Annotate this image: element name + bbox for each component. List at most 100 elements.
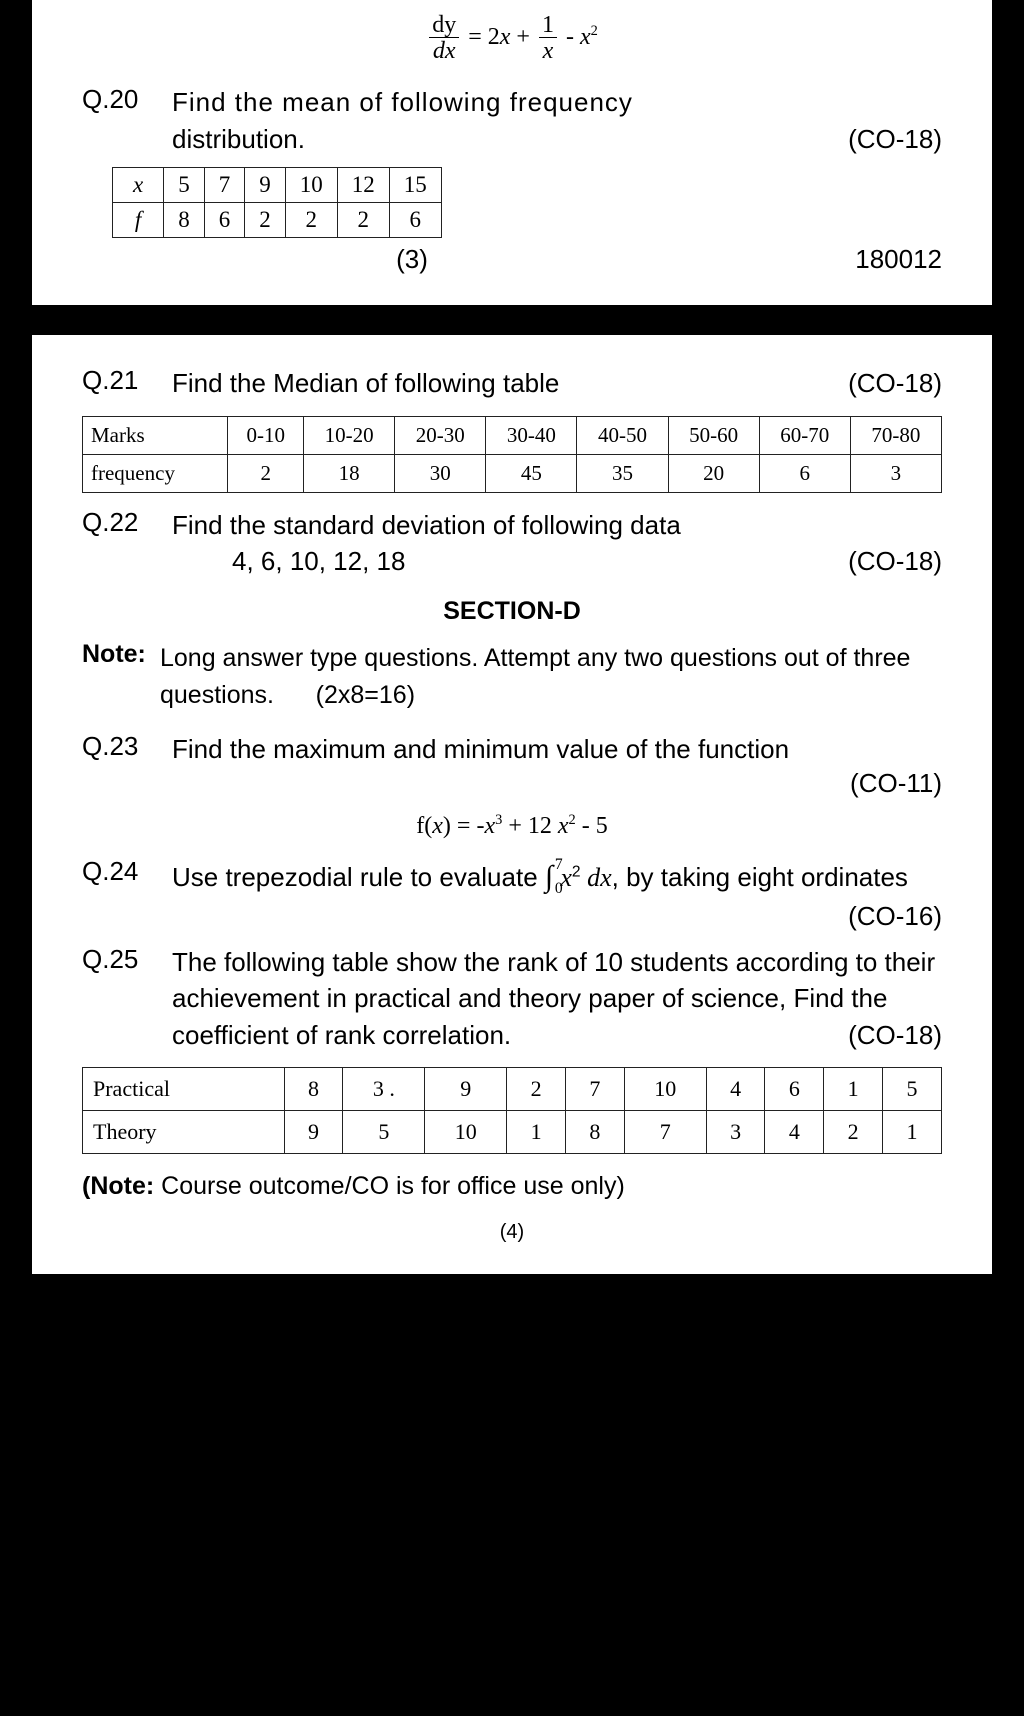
cell: 2 (285, 203, 337, 238)
row-head-practical: Practical (83, 1068, 285, 1111)
cell: 2 (228, 454, 304, 492)
cell: 7 (204, 168, 245, 203)
cell: 18 (304, 454, 395, 492)
cell: 4 (765, 1111, 824, 1154)
table-row: Theory 9 5 10 1 8 7 3 4 2 1 (83, 1111, 942, 1154)
cell: 5 (164, 168, 205, 203)
cell: 8 (565, 1111, 624, 1154)
cell: 2 (507, 1068, 566, 1111)
q-number: Q.22 (82, 507, 172, 538)
cell: 10-20 (304, 416, 395, 454)
q20-line2-row: distribution. (CO-18) (172, 121, 942, 157)
eq-x2: x (580, 24, 591, 50)
cell: 8 (164, 203, 205, 238)
row-head-marks: Marks (83, 416, 228, 454)
q20-co: (CO-18) (848, 121, 942, 157)
eq-plus: + 12 (502, 813, 558, 839)
cell: 5 (883, 1068, 942, 1111)
section-d-heading: SECTION-D (82, 597, 942, 626)
q25-table: Practical 8 3 . 9 2 7 10 4 6 1 5 Theory … (82, 1067, 942, 1154)
q24-co: (CO-16) (848, 898, 942, 934)
note-marks: (2x8=16) (316, 681, 415, 709)
q-body: Find the mean of following frequency dis… (172, 84, 942, 157)
cell: 5 (343, 1111, 425, 1154)
q-number: Q.24 (82, 856, 172, 887)
cell: 7 (624, 1111, 706, 1154)
q23-equation: f(x) = -x3 + 12 x2 - 5 (82, 812, 942, 840)
q22-data: 4, 6, 10, 12, 18 (172, 543, 405, 579)
q-body: Find the Median of following table (CO-1… (172, 365, 942, 401)
int-dx: dx (581, 863, 612, 892)
integral-icon: ∫07 (545, 856, 553, 898)
int-upper: 7 (555, 854, 563, 876)
question-22: Q.22 Find the standard deviation of foll… (82, 507, 942, 580)
eq-minus: - (560, 24, 580, 50)
cell: 20-30 (395, 416, 486, 454)
q-body: The following table show the rank of 10 … (172, 944, 942, 1053)
page-1: dy dx = 2x + 1 x - x2 Q.20 Find the mean… (32, 0, 992, 305)
bottom-note: (Note: Course outcome/CO is for office u… (82, 1172, 942, 1201)
cell: 9 (245, 168, 286, 203)
cell: 6 (204, 203, 245, 238)
q25-text: The following table show the rank of 10 … (172, 947, 935, 1050)
cell: 6 (759, 454, 850, 492)
q25-co: (CO-18) (848, 1017, 942, 1053)
table-row: Marks 0-10 10-20 20-30 30-40 40-50 50-60… (83, 416, 942, 454)
q20-table: x 5 7 9 10 12 15 f 8 6 2 2 2 6 (112, 167, 442, 238)
page2-footer: (4) (82, 1221, 942, 1244)
page-2: Q.21 Find the Median of following table … (32, 335, 992, 1274)
q-number: Q.20 (82, 84, 172, 115)
cell: 1 (883, 1111, 942, 1154)
cell: 3 (850, 454, 941, 492)
q22-line2: 4, 6, 10, 12, 18 (CO-18) (172, 543, 942, 579)
question-21: Q.21 Find the Median of following table … (82, 365, 942, 401)
eq-mid: ) = - (443, 813, 485, 839)
question-23: Q.23 Find the maximum and minimum value … (82, 731, 942, 802)
note-body: Long answer type questions. Attempt any … (160, 640, 942, 713)
question-20: Q.20 Find the mean of following frequenc… (82, 84, 942, 157)
cell: 10 (624, 1068, 706, 1111)
q23-co-row: (CO-11) (172, 765, 942, 801)
section-d-note: Note: Long answer type questions. Attemp… (82, 640, 942, 713)
q21-co: (CO-18) (848, 365, 942, 401)
question-25: Q.25 The following table show the rank o… (82, 944, 942, 1053)
cell: 0-10 (228, 416, 304, 454)
frac-den: dx (429, 38, 459, 64)
q20-line2: distribution. (172, 121, 305, 157)
eq-x1: x (484, 813, 495, 839)
table-row: frequency 2 18 30 45 35 20 6 3 (83, 454, 942, 492)
frac-1-x: 1 x (539, 13, 557, 64)
q22-co: (CO-18) (848, 543, 942, 579)
q-body: Find the standard deviation of following… (172, 507, 942, 580)
q-body: Find the maximum and minimum value of th… (172, 731, 942, 802)
cell: 45 (486, 454, 577, 492)
cell: 60-70 (759, 416, 850, 454)
cell: 70-80 (850, 416, 941, 454)
cell: 6 (389, 203, 441, 238)
q-number: Q.23 (82, 731, 172, 762)
cell: 35 (577, 454, 668, 492)
eq-end: - 5 (576, 813, 608, 839)
cell: 7 (565, 1068, 624, 1111)
frac-num: 1 (539, 13, 557, 38)
cell: 6 (765, 1068, 824, 1111)
q23-text: Find the maximum and minimum value of th… (172, 734, 789, 764)
row-head-freq: frequency (83, 454, 228, 492)
row-label-x: x (113, 168, 164, 203)
table-row: f 8 6 2 2 2 6 (113, 203, 442, 238)
cell: 1 (507, 1111, 566, 1154)
eq-eq: = 2 (462, 24, 500, 50)
eq-x2: x (558, 813, 569, 839)
row-head-theory: Theory (83, 1111, 285, 1154)
cell: 2 (824, 1111, 883, 1154)
frac-den: x (539, 38, 557, 64)
q24-t1: Use trepezodial rule to evaluate (172, 862, 545, 892)
int-pow: 2 (572, 863, 581, 880)
eq-x1: x (500, 24, 511, 50)
q24-t2: , by taking eight ordinates (612, 862, 908, 892)
q21-table: Marks 0-10 10-20 20-30 30-40 40-50 50-60… (82, 416, 942, 493)
cell: 2 (245, 203, 286, 238)
frac-num: dy (429, 13, 459, 38)
q-body: Use trepezodial rule to evaluate ∫07 x2 … (172, 856, 942, 934)
q22-text: Find the standard deviation of following… (172, 507, 942, 543)
